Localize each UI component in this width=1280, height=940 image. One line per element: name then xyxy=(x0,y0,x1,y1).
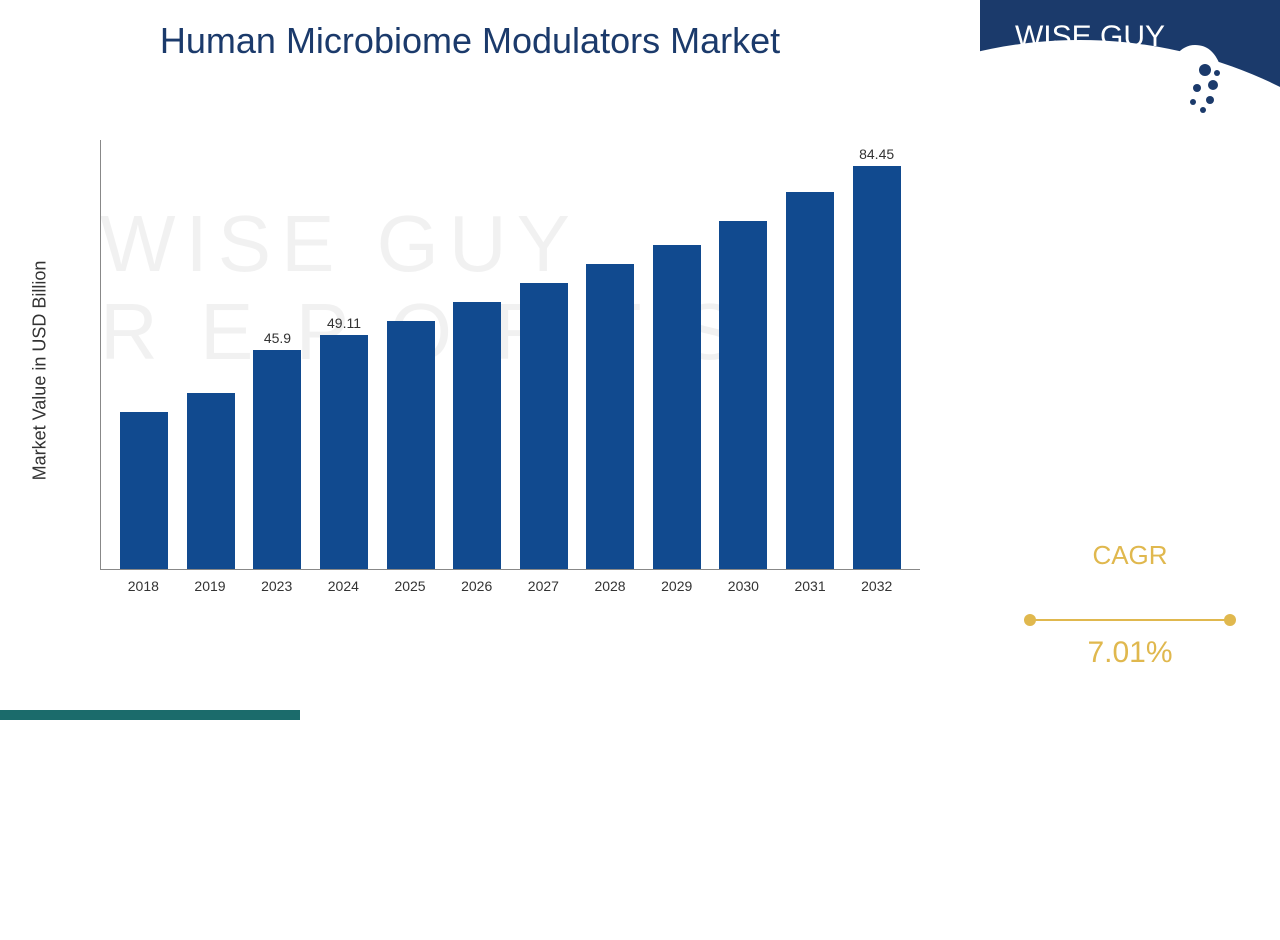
bar xyxy=(387,321,435,569)
bar xyxy=(719,221,767,569)
x-tick-label: 2018 xyxy=(110,570,177,610)
cagr-divider xyxy=(1030,619,1230,621)
x-axis-labels: 2018201920232024202520262027202820292030… xyxy=(100,570,920,610)
x-tick-label: 2026 xyxy=(443,570,510,610)
chart-title: Human Microbiome Modulators Market xyxy=(60,20,880,62)
bar-wrap xyxy=(178,140,245,569)
bottom-accent-bar xyxy=(0,710,300,720)
x-tick-label: 2029 xyxy=(643,570,710,610)
bar-wrap xyxy=(710,140,777,569)
bar-wrap: 49.11 xyxy=(311,140,378,569)
cagr-label: CAGR xyxy=(1010,540,1250,571)
logo: WISE GUY R E P O R T S xyxy=(1010,20,1250,83)
bar-wrap xyxy=(510,140,577,569)
head-silhouette-icon xyxy=(1155,40,1235,130)
bar-value-label: 49.11 xyxy=(327,315,361,331)
logo-text-main: WISE GUY xyxy=(1010,20,1170,53)
bar-wrap xyxy=(111,140,178,569)
bar-wrap xyxy=(777,140,844,569)
bar-value-label: 84.45 xyxy=(859,146,894,162)
bar xyxy=(853,166,901,569)
bar-wrap xyxy=(577,140,644,569)
x-tick-label: 2019 xyxy=(177,570,244,610)
bar-value-label: 45.9 xyxy=(264,330,291,346)
bar xyxy=(586,264,634,569)
bar xyxy=(653,245,701,569)
bar xyxy=(320,335,368,569)
x-tick-label: 2030 xyxy=(710,570,777,610)
bar xyxy=(520,283,568,569)
x-tick-label: 2025 xyxy=(377,570,444,610)
bar-wrap xyxy=(377,140,444,569)
bar-wrap: 84.45 xyxy=(843,140,910,569)
bar-chart: Market Value in USD Billion 45.949.1184.… xyxy=(60,140,920,610)
bar xyxy=(786,192,834,569)
x-tick-label: 2023 xyxy=(243,570,310,610)
logo-text-sub: R E P O R T S xyxy=(1010,55,1170,83)
bar-wrap xyxy=(444,140,511,569)
x-tick-label: 2024 xyxy=(310,570,377,610)
bars-container: 45.9 49.11 84.45 xyxy=(101,140,920,569)
bar xyxy=(453,302,501,569)
bar xyxy=(253,350,301,569)
bar-wrap: 45.9 xyxy=(244,140,311,569)
x-tick-label: 2028 xyxy=(577,570,644,610)
bar xyxy=(187,393,235,569)
bar-wrap xyxy=(644,140,711,569)
plot-area: 45.9 49.11 84.45 xyxy=(100,140,920,570)
cagr-period: (2019-2032) xyxy=(1010,573,1250,599)
x-tick-label: 2032 xyxy=(843,570,910,610)
y-axis-label: Market Value in USD Billion xyxy=(30,261,51,481)
cagr-value: 7.01% xyxy=(1010,636,1250,670)
x-tick-label: 2031 xyxy=(777,570,844,610)
bar xyxy=(120,412,168,569)
x-tick-label: 2027 xyxy=(510,570,577,610)
cagr-block: CAGR (2019-2032) 7.01% xyxy=(1010,540,1250,670)
